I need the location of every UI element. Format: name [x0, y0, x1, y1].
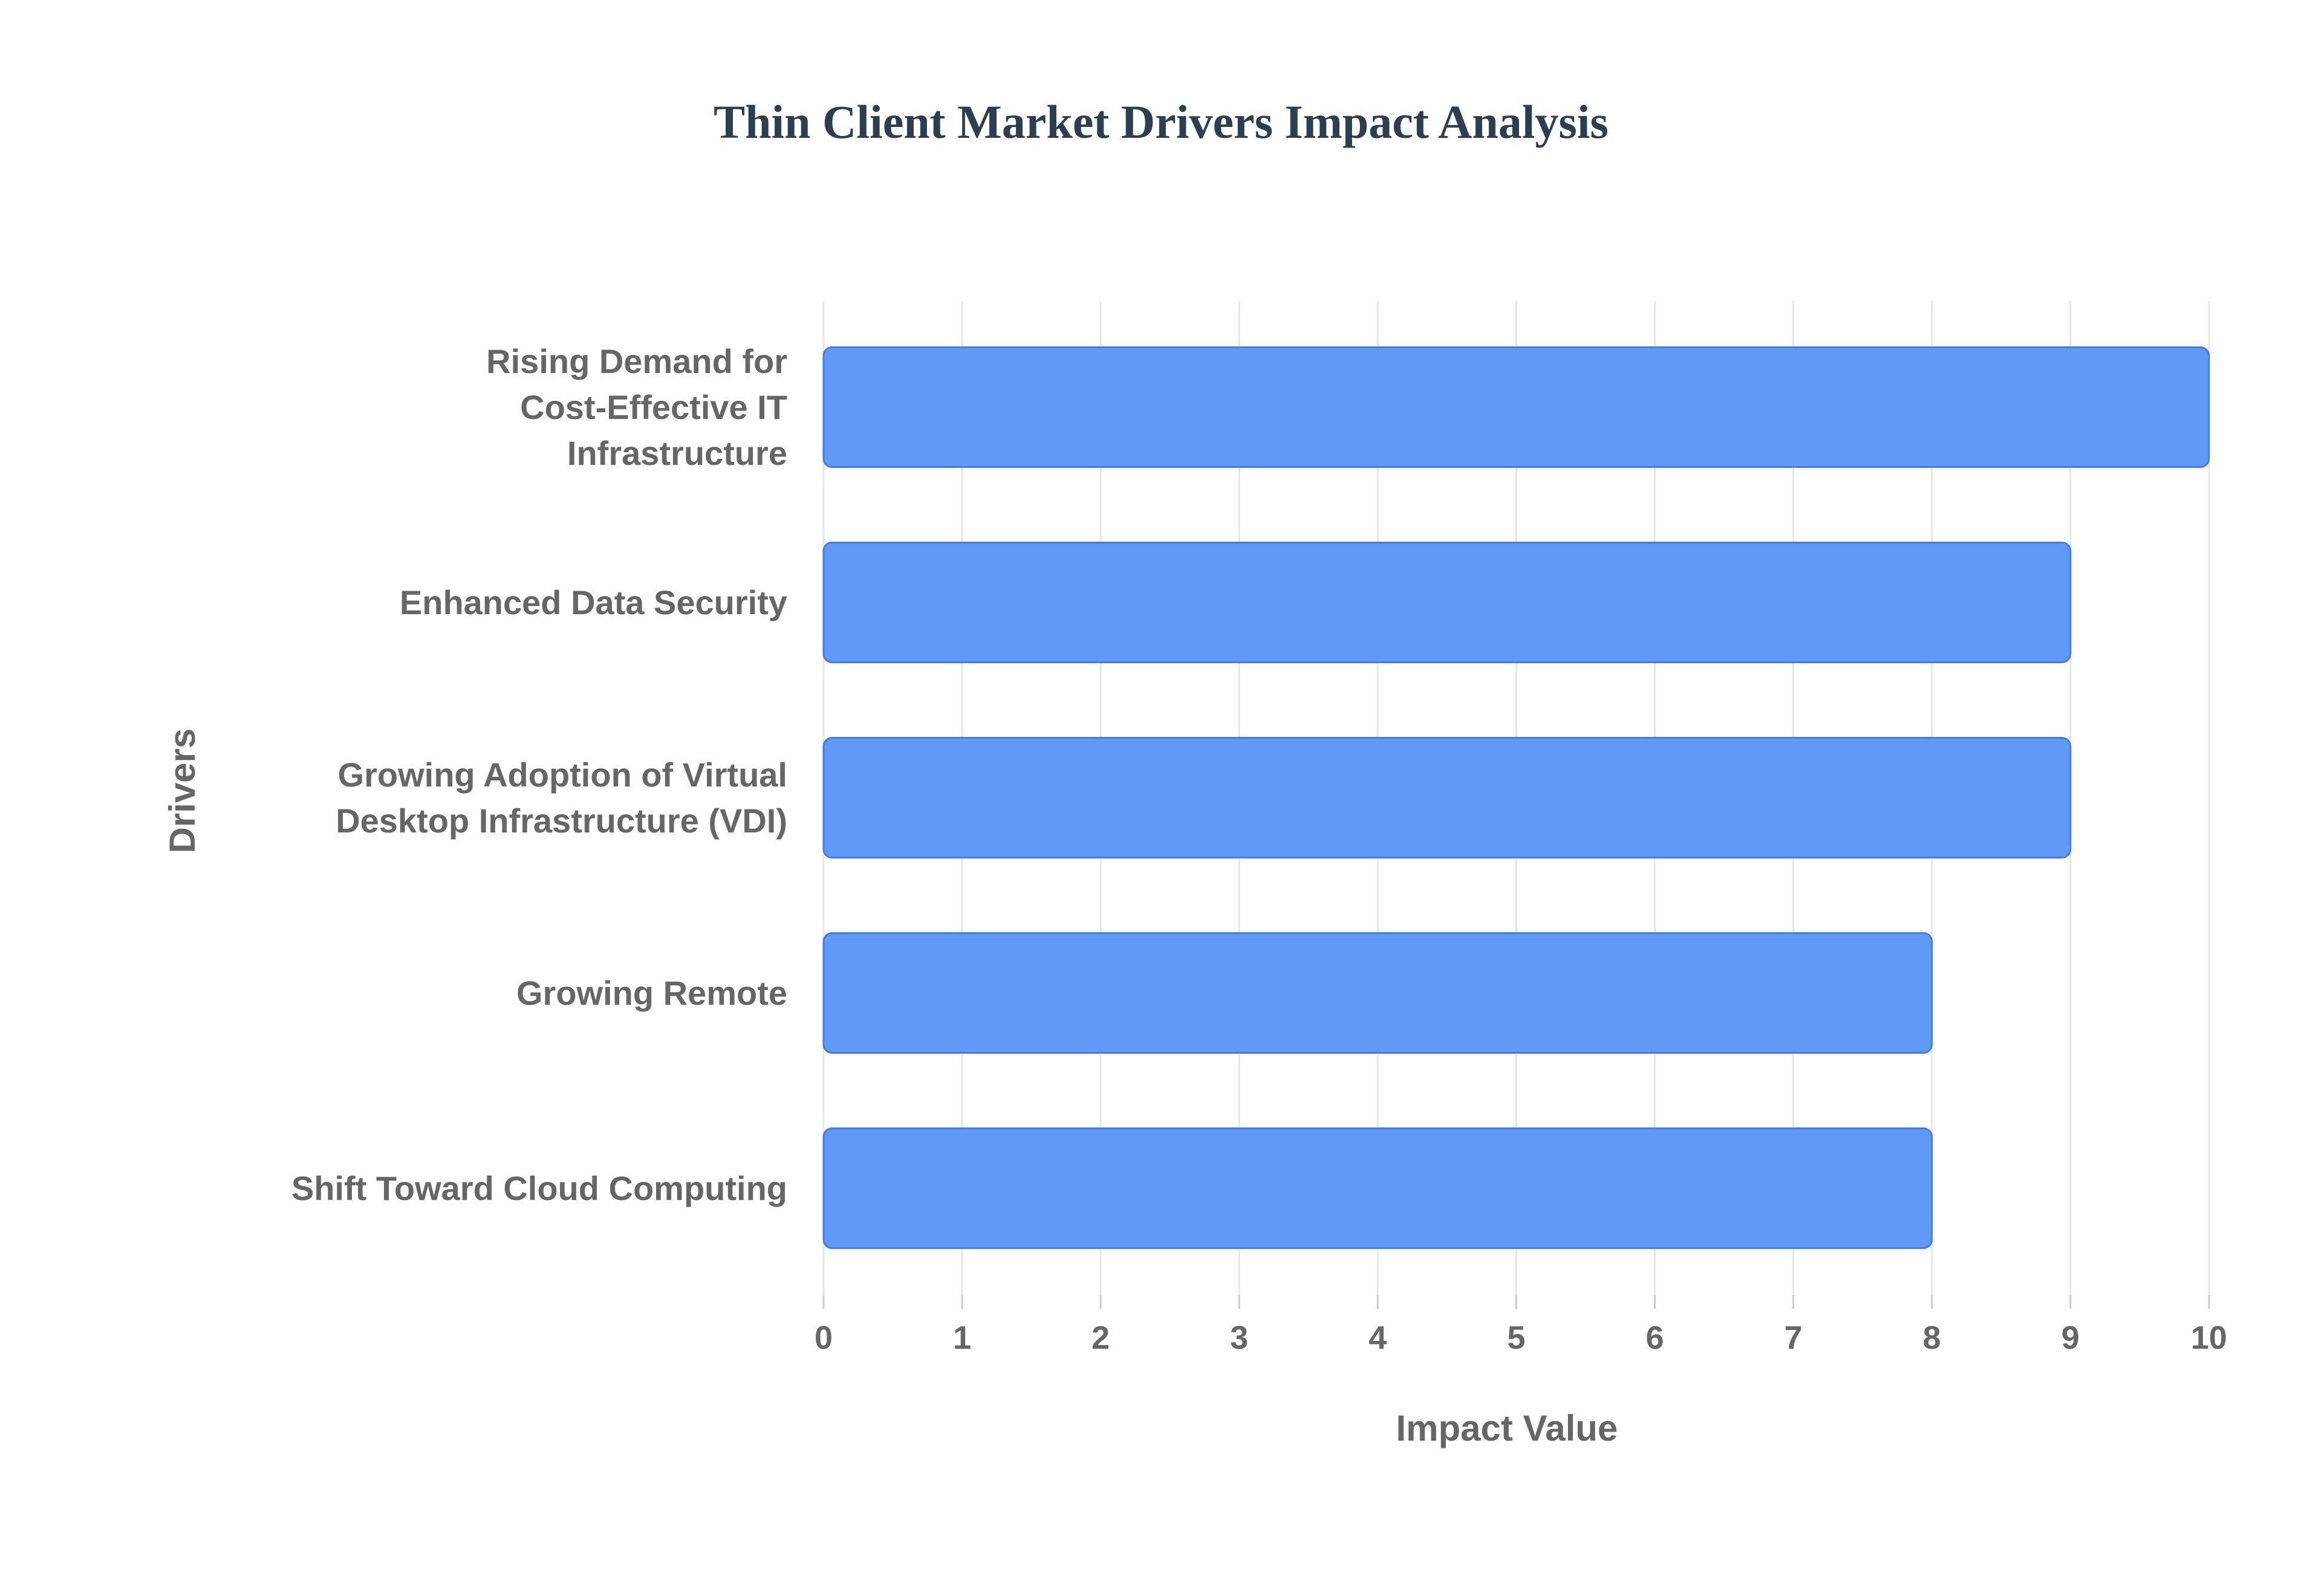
bar-1 — [822, 542, 2072, 663]
chart-title: Thin Client Market Drivers Impact Analys… — [714, 96, 1608, 148]
x-tick-label: 0 — [815, 1320, 833, 1356]
y-category-label: Enhanced Data Security — [400, 583, 787, 621]
x-tick-label: 9 — [2061, 1320, 2080, 1356]
bar-0 — [822, 346, 2210, 468]
x-axis-title: Impact Value — [1396, 1408, 1618, 1448]
x-tick-label: 3 — [1230, 1320, 1248, 1356]
y-axis-category-labels: Rising Demand for Cost-Effective IT Infras… — [291, 342, 787, 1207]
x-axis-ticks: 0 1 2 3 4 5 6 7 8 9 10 — [815, 1296, 2227, 1356]
y-category-label: Rising Demand for Cost-Effective IT Infras… — [486, 342, 787, 472]
x-tick-label: 6 — [1646, 1320, 1664, 1356]
x-tick-label: 1 — [953, 1320, 971, 1356]
x-tick-label: 7 — [1784, 1320, 1803, 1356]
x-tick-label: 8 — [1923, 1320, 1941, 1356]
x-tick-label: 4 — [1368, 1320, 1387, 1356]
y-category-label: Growing Adoption of Virtual Desktop Infra… — [336, 756, 787, 840]
bars — [822, 346, 2210, 1249]
y-category-label: Growing Remote — [516, 974, 787, 1012]
y-category-label: Shift Toward Cloud Computing — [291, 1169, 787, 1207]
bar-4 — [822, 1127, 1933, 1249]
x-tick-label: 2 — [1091, 1320, 1110, 1356]
x-tick-label: 5 — [1507, 1320, 1525, 1356]
x-tick-label: 10 — [2191, 1320, 2227, 1356]
y-axis-title: Drivers — [162, 728, 203, 854]
bar-3 — [822, 932, 1933, 1054]
bar-2 — [822, 737, 2072, 858]
